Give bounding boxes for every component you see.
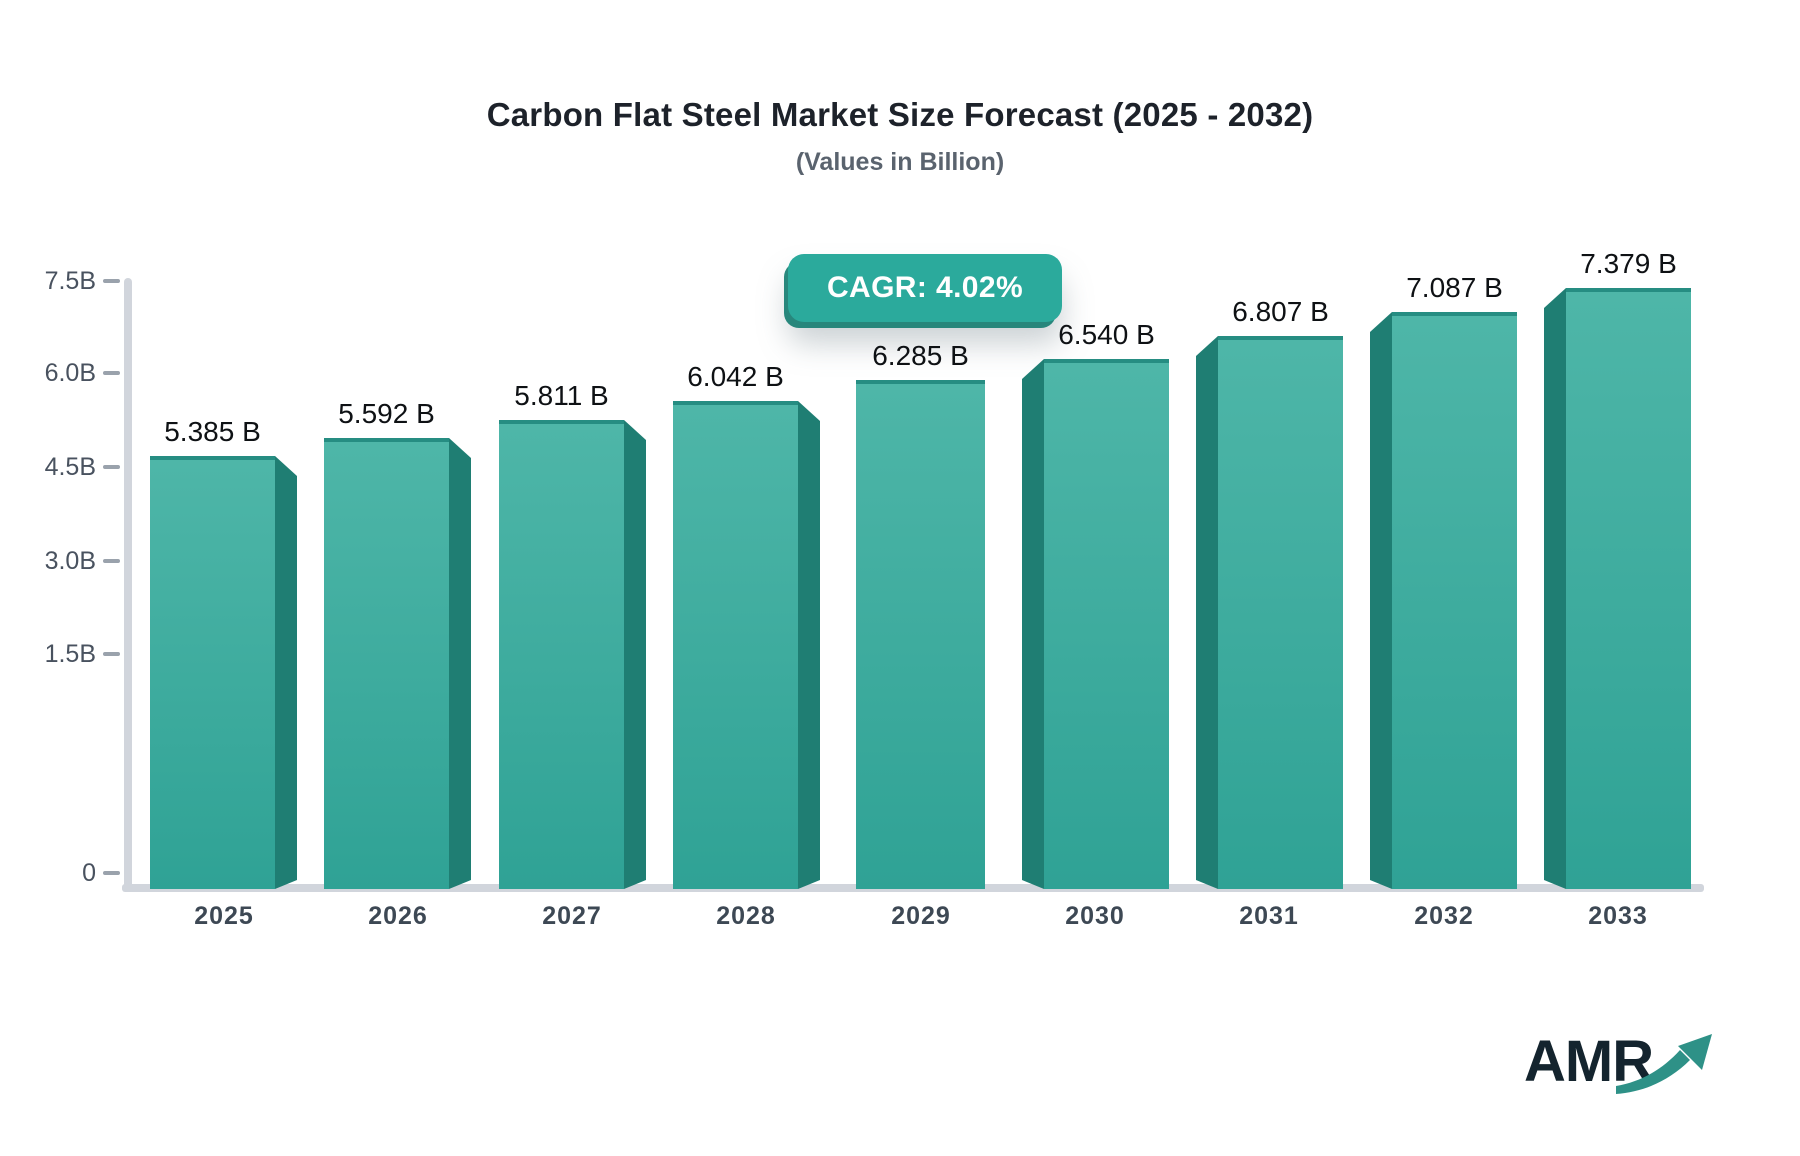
bar-value-label: 7.087 B [1406, 272, 1503, 303]
bar-side-face [1022, 359, 1044, 889]
bar-value-label: 6.285 B [872, 340, 969, 371]
x-tick-label-2028: 2028 [716, 902, 776, 930]
x-tick-label-2026: 2026 [368, 902, 428, 930]
cagr-badge-label: CAGR: 4.02% [826, 271, 1024, 304]
bar-face [673, 401, 798, 889]
y-tick-mark [103, 871, 120, 875]
bar-value-label: 5.811 B [514, 380, 609, 411]
y-tick-mark [103, 371, 120, 375]
bar-face [1218, 336, 1343, 889]
y-tick-label: 1.5B [44, 640, 96, 668]
x-tick-label-2027: 2027 [542, 902, 602, 930]
y-tick-mark [103, 652, 120, 656]
bar-value-label: 6.807 B [1232, 296, 1329, 327]
bar-2026[interactable]: 5.592 B [324, 398, 471, 889]
bar-value-label: 7.379 B [1580, 248, 1677, 279]
x-tick-label-2025: 2025 [194, 902, 254, 930]
bar-face [1044, 359, 1169, 889]
bar-value-label: 5.385 B [164, 416, 261, 447]
y-tick-label: 7.5B [44, 267, 96, 295]
bar-value-label: 6.042 B [687, 361, 784, 392]
cagr-badge: CAGR: 4.02% [788, 254, 1062, 322]
bar-face [1392, 312, 1517, 889]
bar-value-label: 6.540 B [1058, 319, 1155, 350]
bar-2028[interactable]: 6.042 B [673, 361, 820, 889]
y-tick-label: 3.0B [44, 547, 96, 575]
y-tick-mark [103, 559, 120, 563]
bar-2027[interactable]: 5.811 B [499, 380, 646, 889]
bar-side-face [798, 401, 820, 889]
bar-side-face [1370, 312, 1392, 889]
y-axis-line [124, 278, 132, 889]
bar-side-face [1196, 336, 1218, 889]
bar-side-face [624, 420, 646, 889]
bar-2025[interactable]: 5.385 B [150, 416, 297, 889]
y-tick-mark [103, 465, 120, 469]
y-tick-mark [103, 279, 120, 283]
bar-2030[interactable]: 6.540 B [1022, 319, 1169, 889]
bar-face [499, 420, 624, 889]
bar-value-label: 5.592 B [338, 398, 435, 429]
bar-side-face [449, 438, 471, 889]
amr-logo-text: AMR [1524, 1029, 1654, 1094]
x-tick-label-2033: 2033 [1588, 902, 1648, 930]
bar-side-face [275, 456, 297, 889]
bar-face [150, 456, 275, 889]
x-tick-label-2029: 2029 [891, 902, 951, 930]
chart-subtitle: (Values in Billion) [795, 148, 1005, 176]
bar-2033[interactable]: 7.379 B [1544, 248, 1691, 889]
bar-2029[interactable]: 6.285 B [856, 340, 985, 889]
bar-face [856, 380, 985, 889]
x-tick-label-2030: 2030 [1065, 902, 1125, 930]
bar-2032[interactable]: 7.087 B [1370, 272, 1517, 889]
y-tick-label: 4.5B [44, 453, 96, 481]
bar-face [324, 438, 449, 889]
x-tick-label-2032: 2032 [1414, 902, 1474, 930]
x-tick-label-2031: 2031 [1239, 902, 1299, 930]
bar-2031[interactable]: 6.807 B [1196, 296, 1343, 889]
y-tick-label: 0 [82, 859, 96, 887]
chart-title: Carbon Flat Steel Market Size Forecast (… [486, 96, 1314, 133]
y-tick-label: 6.0B [44, 359, 96, 387]
bar-side-face [1544, 288, 1566, 889]
amr-logo: AMR [1524, 1028, 1724, 1108]
bar-face [1566, 288, 1691, 889]
